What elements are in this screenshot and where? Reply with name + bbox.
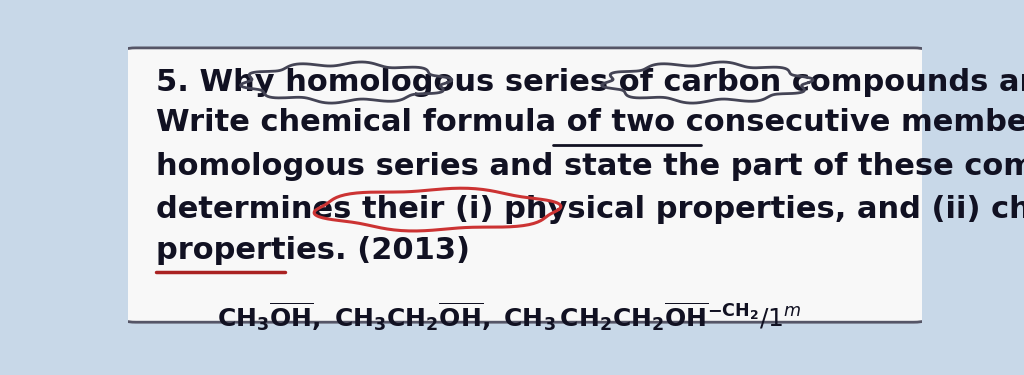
FancyBboxPatch shape: [120, 48, 930, 322]
Text: $\mathbf{CH_3\overline{OH},\ CH_3CH_2\overline{OH},\ CH_3\,CH_2CH_2\overline{OH}: $\mathbf{CH_3\overline{OH},\ CH_3CH_2\ov…: [217, 300, 801, 333]
Text: determines their (i) physical properties, and (ii) chemical: determines their (i) physical properties…: [156, 195, 1024, 224]
Text: properties. (2013): properties. (2013): [156, 236, 470, 264]
Text: 5. Why homologous series of carbon compounds are so called?: 5. Why homologous series of carbon compo…: [156, 68, 1024, 97]
Text: homologous series and state the part of these compounds that: homologous series and state the part of …: [156, 152, 1024, 181]
Text: Write chemical formula of two consecutive members of a: Write chemical formula of two consecutiv…: [156, 108, 1024, 138]
